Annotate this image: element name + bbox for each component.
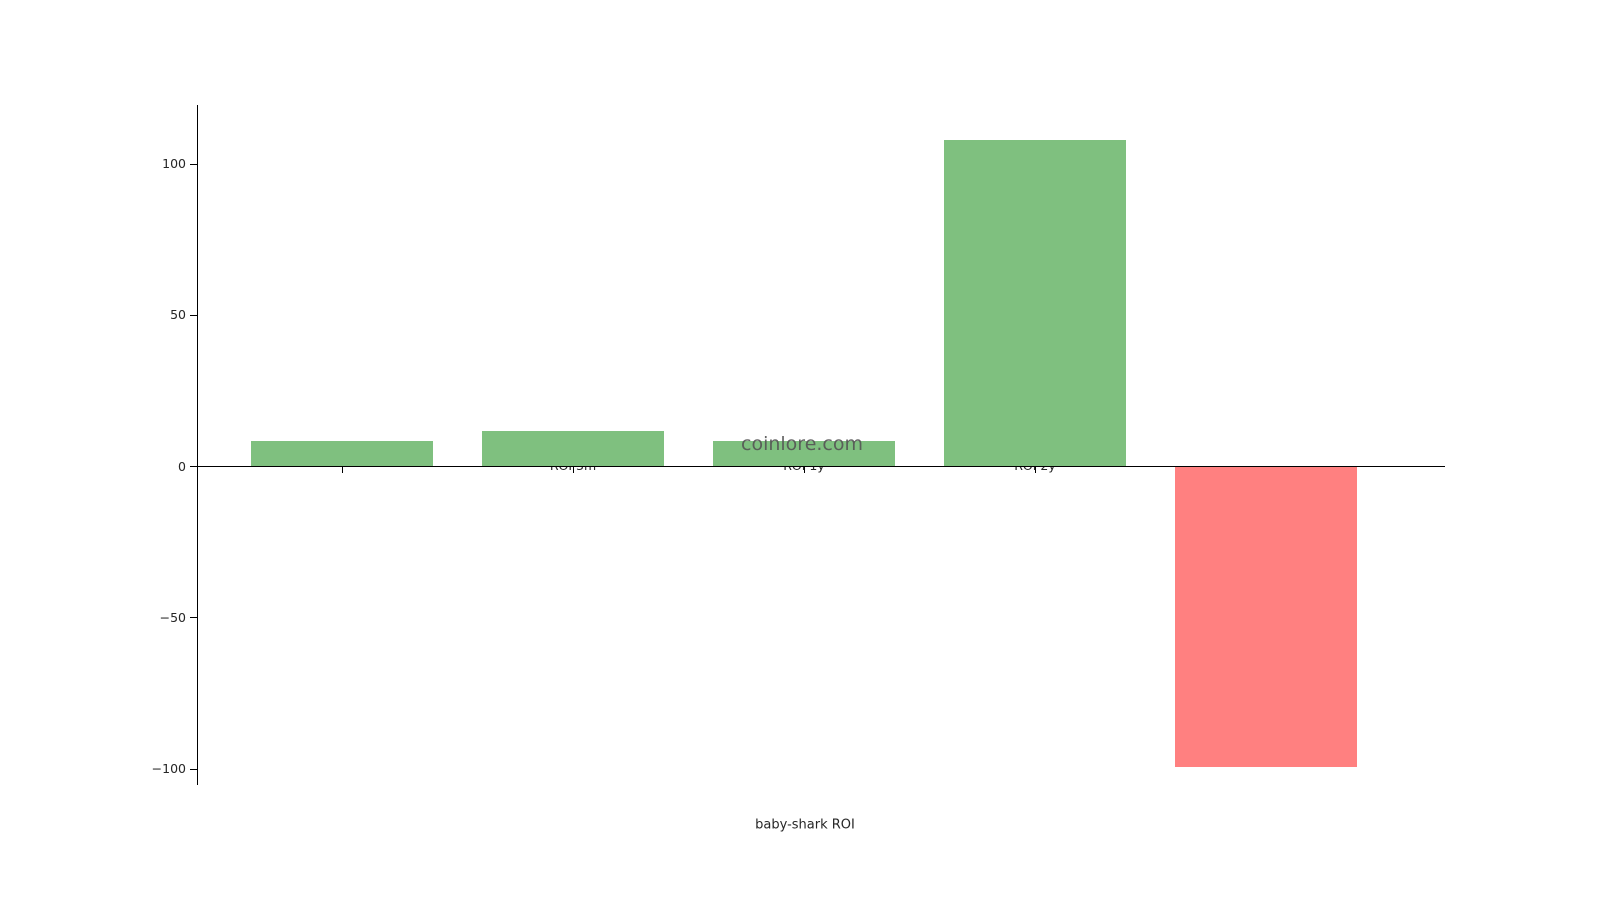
- y-tick-label: −100: [151, 761, 186, 776]
- y-tick-label: 100: [162, 156, 186, 171]
- chart-title: baby-shark ROI: [755, 817, 855, 833]
- x-tick: [804, 466, 805, 473]
- bar-4: [1175, 466, 1357, 768]
- x-tick: [342, 466, 343, 473]
- y-tick-label: −50: [159, 609, 186, 625]
- x-axis-zero-line: [197, 466, 1445, 467]
- y-tick-label: 50: [170, 307, 186, 323]
- bar-roi-2y: [944, 139, 1126, 467]
- y-tick: [190, 314, 197, 316]
- x-tick: [1035, 466, 1036, 473]
- y-tick: [190, 768, 197, 770]
- y-tick: [190, 163, 197, 165]
- y-tick: [190, 617, 197, 619]
- y-tick: [190, 466, 197, 467]
- bar-0: [251, 440, 433, 467]
- y-tick-label: 0: [178, 458, 186, 474]
- watermark-text: coinlore.com: [741, 433, 863, 455]
- x-tick: [573, 466, 574, 473]
- y-axis-spine: [197, 105, 198, 785]
- bar-roi-1y: [713, 441, 895, 467]
- bar-roi-3m: [482, 430, 664, 467]
